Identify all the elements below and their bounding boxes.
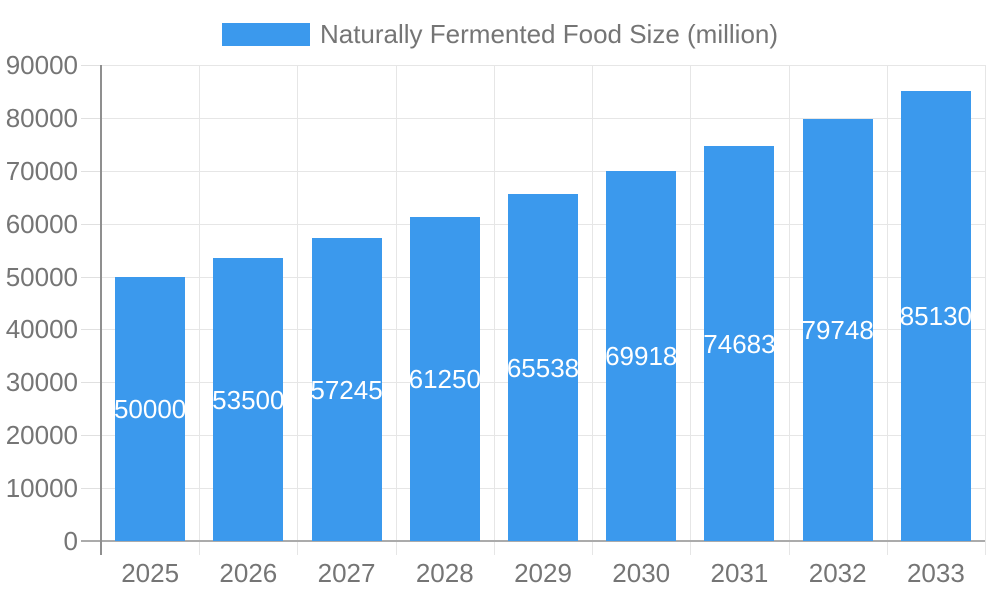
y-axis-tick-label: 40000 [5, 314, 78, 344]
y-axis-tick [81, 118, 101, 119]
bar-value-label: 61250 [408, 364, 481, 395]
y-axis-tick [81, 435, 101, 436]
chart-legend[interactable]: Naturally Fermented Food Size (million) [0, 19, 1000, 49]
y-axis-tick-label: 10000 [5, 473, 78, 503]
x-axis-tick-label: 2032 [808, 558, 867, 588]
x-axis-tick-label: 2027 [317, 558, 376, 588]
y-axis-tick-label: 0 [63, 526, 78, 556]
bar[interactable] [900, 90, 971, 541]
gridline-horizontal [101, 118, 985, 119]
x-axis-tick-label: 2033 [906, 558, 965, 588]
gridline-vertical [690, 65, 691, 555]
bar[interactable] [704, 146, 775, 541]
bar-value-label: 50000 [113, 393, 187, 424]
y-axis-tick-label: 20000 [5, 420, 78, 450]
gridline-vertical [199, 65, 200, 555]
gridline-vertical [396, 65, 397, 555]
y-axis-tick-label: 60000 [5, 209, 78, 239]
bar[interactable] [213, 258, 284, 541]
x-axis-tick-label: 2030 [612, 558, 671, 588]
bar-value-label: 85130 [899, 300, 973, 331]
bar-value-label: 53500 [212, 384, 285, 415]
y-axis-line [100, 65, 102, 555]
bar[interactable] [606, 171, 677, 541]
legend-label: Naturally Fermented Food Size (million) [319, 19, 779, 49]
y-axis-tick [81, 65, 101, 66]
y-axis-tick-label: 70000 [5, 156, 78, 186]
y-axis-tick-label: 80000 [5, 103, 78, 133]
gridline-horizontal [101, 65, 985, 66]
bar-value-label: 74683 [703, 328, 776, 359]
gridline-vertical [592, 65, 593, 555]
gridline-vertical [494, 65, 495, 555]
x-axis-line [81, 540, 985, 542]
x-axis-tick-label: 2025 [121, 558, 180, 588]
gridline-vertical [985, 65, 986, 555]
gridline-vertical [887, 65, 888, 555]
y-axis-tick-label: 50000 [5, 262, 78, 292]
bar-value-label: 69918 [605, 341, 678, 372]
x-axis-tick-label: 2028 [415, 558, 474, 588]
bar-value-label: 57245 [310, 374, 383, 405]
y-axis-tick [81, 277, 101, 278]
bar[interactable] [409, 217, 480, 541]
x-axis-tick-label: 2031 [710, 558, 769, 588]
bar-value-label: 65538 [506, 352, 580, 383]
bar-value-label: 79748 [801, 315, 874, 346]
y-axis-tick-label: 90000 [5, 50, 78, 80]
bar[interactable] [115, 276, 186, 541]
legend-color-swatch [221, 22, 310, 46]
gridline-horizontal [101, 171, 985, 172]
bar[interactable] [802, 119, 873, 541]
x-axis-tick-label: 2029 [514, 558, 572, 588]
bar[interactable] [311, 238, 382, 541]
y-axis-tick [81, 382, 101, 383]
y-axis-tick [81, 224, 101, 225]
y-axis-tick [81, 329, 101, 330]
gridline-vertical [297, 65, 298, 555]
gridline-vertical [789, 65, 790, 555]
y-axis-tick [81, 488, 101, 489]
x-axis-tick-label: 2026 [219, 558, 278, 588]
y-axis-tick [81, 171, 101, 172]
bar[interactable] [508, 194, 578, 541]
y-axis-tick-label: 30000 [5, 367, 78, 397]
